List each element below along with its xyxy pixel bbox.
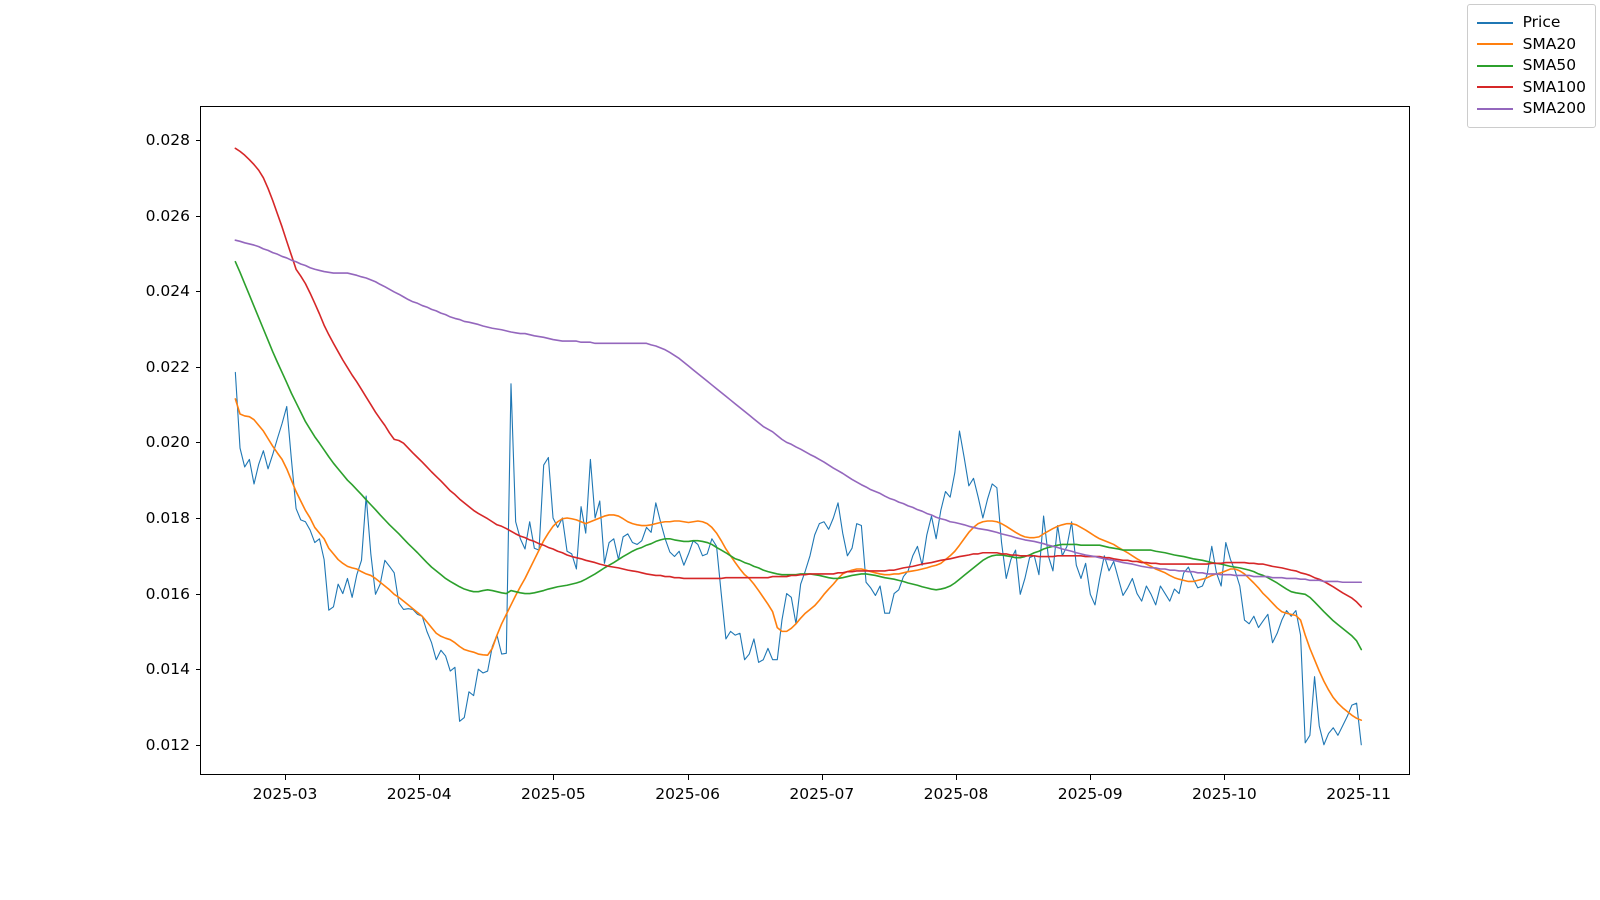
x-tick-mark xyxy=(285,775,287,780)
legend-label: SMA200 xyxy=(1522,99,1586,117)
y-tick-label: 0.018 xyxy=(145,508,190,527)
y-tick-mark xyxy=(195,291,200,293)
series-line-sma100 xyxy=(234,147,1363,608)
x-tick-mark xyxy=(1224,775,1226,780)
legend-item-price[interactable]: Price xyxy=(1476,12,1586,34)
series-line-sma50 xyxy=(234,260,1363,651)
x-tick-mark xyxy=(687,775,689,780)
y-tick-mark xyxy=(195,669,200,671)
x-tick-label: 2025-04 xyxy=(386,785,452,803)
legend-item-sma100[interactable]: SMA100 xyxy=(1476,77,1586,99)
y-tick-label: 0.022 xyxy=(145,357,190,376)
y-tick-label: 0.020 xyxy=(145,433,190,452)
series-line-sma200 xyxy=(234,239,1363,584)
y-tick-mark xyxy=(195,593,200,595)
legend-swatch-sma100 xyxy=(1476,86,1513,89)
legend-swatch-sma50 xyxy=(1476,64,1513,67)
y-tick-mark xyxy=(195,442,200,444)
y-tick-mark xyxy=(195,215,200,217)
y-tick-mark xyxy=(195,366,200,368)
legend-label: SMA50 xyxy=(1522,56,1577,74)
x-tick-label: 2025-06 xyxy=(655,785,720,803)
y-tick-label: 0.012 xyxy=(145,735,190,754)
legend-label: SMA100 xyxy=(1522,77,1586,96)
x-tick-label: 2025-05 xyxy=(521,785,586,803)
x-tick-label: 2025-03 xyxy=(252,785,318,803)
legend-swatch-sma200 xyxy=(1476,107,1513,110)
x-tick-label: 2025-07 xyxy=(789,785,855,803)
y-tick-label: 0.016 xyxy=(145,584,190,603)
y-tick-mark xyxy=(195,517,200,520)
legend-item-sma20[interactable]: SMA20 xyxy=(1476,34,1586,56)
y-tick-mark xyxy=(195,140,200,142)
legend-swatch-price xyxy=(1476,21,1513,24)
y-tick-label: 0.014 xyxy=(145,660,190,679)
legend-item-sma50[interactable]: SMA50 xyxy=(1476,55,1586,77)
x-tick-label: 2025-08 xyxy=(923,785,989,803)
x-tick-mark xyxy=(419,775,421,780)
x-tick-mark xyxy=(1090,775,1092,780)
axes-frame xyxy=(200,106,1410,775)
y-tick-mark xyxy=(195,744,200,746)
plot-area xyxy=(234,147,1363,746)
x-tick-label: 2025-10 xyxy=(1192,785,1257,803)
y-tick-label: 0.024 xyxy=(145,282,190,301)
legend[interactable]: Price SMA20 SMA50 SMA100 SMA200 xyxy=(1466,4,1596,128)
y-tick-label: 0.026 xyxy=(145,206,190,225)
x-tick-mark xyxy=(956,775,958,780)
x-tick-mark xyxy=(821,775,823,780)
x-tick-label: 2025-09 xyxy=(1057,785,1123,803)
series-line-sma20 xyxy=(234,398,1363,721)
legend-item-sma200[interactable]: SMA200 xyxy=(1476,98,1586,120)
x-tick-mark xyxy=(1358,775,1360,780)
x-tick-mark xyxy=(553,775,555,780)
series-line-price xyxy=(234,371,1362,746)
legend-label: SMA20 xyxy=(1522,34,1577,53)
x-tick-label: 2025-11 xyxy=(1326,785,1391,803)
legend-swatch-sma20 xyxy=(1476,43,1513,46)
legend-label: Price xyxy=(1522,13,1561,31)
y-tick-label: 0.028 xyxy=(145,131,190,150)
